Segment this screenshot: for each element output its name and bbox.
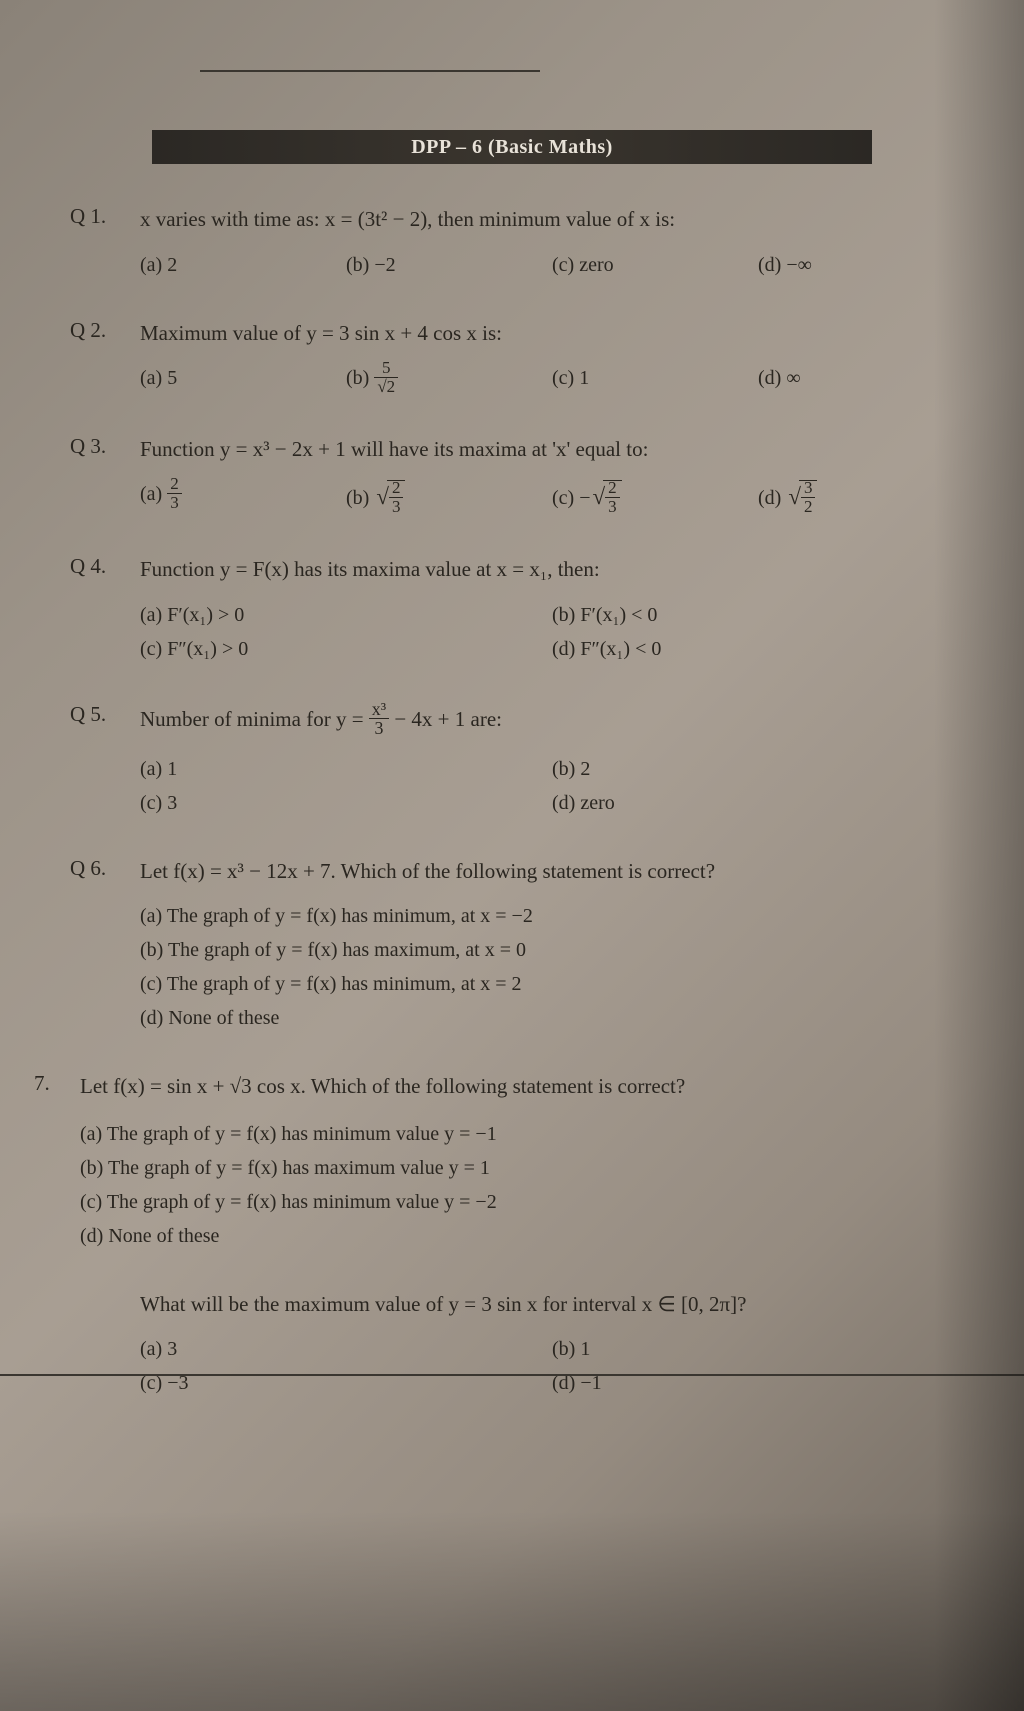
q8-opt-c: (c) −3 bbox=[140, 1366, 552, 1400]
header-title: DPP – 6 (Basic Maths) bbox=[411, 136, 613, 159]
q6-opt-d: (d) None of these bbox=[140, 1001, 964, 1035]
q2-number: Q 2. bbox=[70, 318, 140, 343]
q5-opt-b: (b) 2 bbox=[552, 752, 964, 786]
q3-b-sqrt: 23 bbox=[374, 477, 405, 518]
worksheet-page: DPP – 6 (Basic Maths) Q 1. x varies with… bbox=[0, 0, 1024, 1496]
q3-a-prefix: (a) bbox=[140, 483, 167, 505]
q8-text: What will be the maximum value of y = 3 … bbox=[140, 1289, 964, 1321]
q5-opt-d: (d) zero bbox=[552, 786, 964, 820]
q3-number: Q 3. bbox=[70, 434, 140, 459]
q3-d-prefix: (d) bbox=[758, 487, 786, 509]
q8-opt-b: (b) 1 bbox=[552, 1332, 964, 1366]
q7-number: 7. bbox=[34, 1071, 80, 1096]
q3-opt-d: (d) 32 bbox=[758, 477, 964, 518]
q7-opt-b: (b) The graph of y = f(x) has maximum va… bbox=[80, 1151, 964, 1185]
q6-text: Let f(x) = x³ − 12x + 7. Which of the fo… bbox=[140, 856, 964, 888]
q4-opt-b: (b) F′(x₁) < 0 bbox=[552, 598, 964, 632]
q5-text-suffix: − 4x + 1 are: bbox=[389, 707, 502, 731]
q7-opt-d: (d) None of these bbox=[80, 1219, 964, 1253]
q1-number: Q 1. bbox=[70, 204, 140, 229]
q2-b-prefix: (b) bbox=[346, 367, 374, 389]
q3-opt-b: (b) 23 bbox=[346, 477, 552, 518]
q4-opt-c: (c) F″(x₁) > 0 bbox=[140, 632, 552, 666]
q4-opt-a: (a) F′(x₁) > 0 bbox=[140, 598, 552, 632]
question-7: 7. Let f(x) = sin x + √3 cos x. Which of… bbox=[24, 1071, 964, 1253]
q1-opt-c: (c) zero bbox=[552, 248, 758, 282]
q8-opt-d: (d) −1 bbox=[552, 1366, 964, 1400]
q5-text: Number of minima for y = x³3 − 4x + 1 ar… bbox=[140, 702, 964, 740]
q4-number: Q 4. bbox=[70, 554, 140, 579]
q5-fraction: x³3 bbox=[369, 700, 389, 738]
q6-number: Q 6. bbox=[70, 856, 140, 881]
q7-opt-c: (c) The graph of y = f(x) has minimum va… bbox=[80, 1185, 964, 1219]
q3-a-fraction: 23 bbox=[167, 475, 182, 512]
question-5: Q 5. Number of minima for y = x³3 − 4x +… bbox=[60, 702, 964, 820]
q2-b-fraction: 5√2 bbox=[374, 359, 398, 396]
q6-opt-a: (a) The graph of y = f(x) has minimum, a… bbox=[140, 899, 964, 933]
q1-text: x varies with time as: x = (3t² − 2), th… bbox=[140, 204, 964, 236]
q1-opt-b: (b) −2 bbox=[346, 248, 552, 282]
q2-opt-b: (b) 5√2 bbox=[346, 361, 552, 398]
q2-opt-d: (d) ∞ bbox=[758, 361, 964, 398]
question-4: Q 4. Function y = F(x) has its maxima va… bbox=[60, 554, 964, 666]
q3-d-sqrt: 32 bbox=[786, 477, 817, 518]
q8-opt-a: (a) 3 bbox=[140, 1332, 552, 1366]
question-8: What will be the maximum value of y = 3 … bbox=[60, 1289, 964, 1401]
q7-text: Let f(x) = sin x + √3 cos x. Which of th… bbox=[80, 1071, 964, 1103]
header-bar: DPP – 6 (Basic Maths) bbox=[152, 130, 872, 164]
q5-text-prefix: Number of minima for y = bbox=[140, 707, 369, 731]
q1-opt-d: (d) −∞ bbox=[758, 248, 964, 282]
bottom-rule bbox=[0, 1374, 1024, 1376]
q5-opt-c: (c) 3 bbox=[140, 786, 552, 820]
q2-opt-c: (c) 1 bbox=[552, 361, 758, 398]
q4-text: Function y = F(x) has its maxima value a… bbox=[140, 554, 964, 586]
question-3: Q 3. Function y = x³ − 2x + 1 will have … bbox=[60, 434, 964, 518]
q3-c-sqrt: 23 bbox=[590, 477, 621, 518]
q1-opt-a: (a) 2 bbox=[140, 248, 346, 282]
q3-opt-c: (c) −23 bbox=[552, 477, 758, 518]
page-shadow-bottom bbox=[0, 1511, 1024, 1711]
q3-text: Function y = x³ − 2x + 1 will have its m… bbox=[140, 434, 964, 466]
q6-opt-b: (b) The graph of y = f(x) has maximum, a… bbox=[140, 933, 964, 967]
q3-opt-a: (a) 23 bbox=[140, 477, 346, 518]
q5-opt-a: (a) 1 bbox=[140, 752, 552, 786]
q7-opt-a: (a) The graph of y = f(x) has minimum va… bbox=[80, 1117, 964, 1151]
top-rule bbox=[200, 70, 540, 72]
q6-opt-c: (c) The graph of y = f(x) has minimum, a… bbox=[140, 967, 964, 1001]
q4-opt-d: (d) F″(x₁) < 0 bbox=[552, 632, 964, 666]
question-6: Q 6. Let f(x) = x³ − 12x + 7. Which of t… bbox=[60, 856, 964, 1036]
q2-text: Maximum value of y = 3 sin x + 4 cos x i… bbox=[140, 318, 964, 350]
q3-b-prefix: (b) bbox=[346, 487, 374, 509]
question-2: Q 2. Maximum value of y = 3 sin x + 4 co… bbox=[60, 318, 964, 398]
question-1: Q 1. x varies with time as: x = (3t² − 2… bbox=[60, 204, 964, 282]
q5-number: Q 5. bbox=[70, 702, 140, 727]
q3-c-prefix: (c) − bbox=[552, 487, 590, 509]
q2-opt-a: (a) 5 bbox=[140, 361, 346, 398]
